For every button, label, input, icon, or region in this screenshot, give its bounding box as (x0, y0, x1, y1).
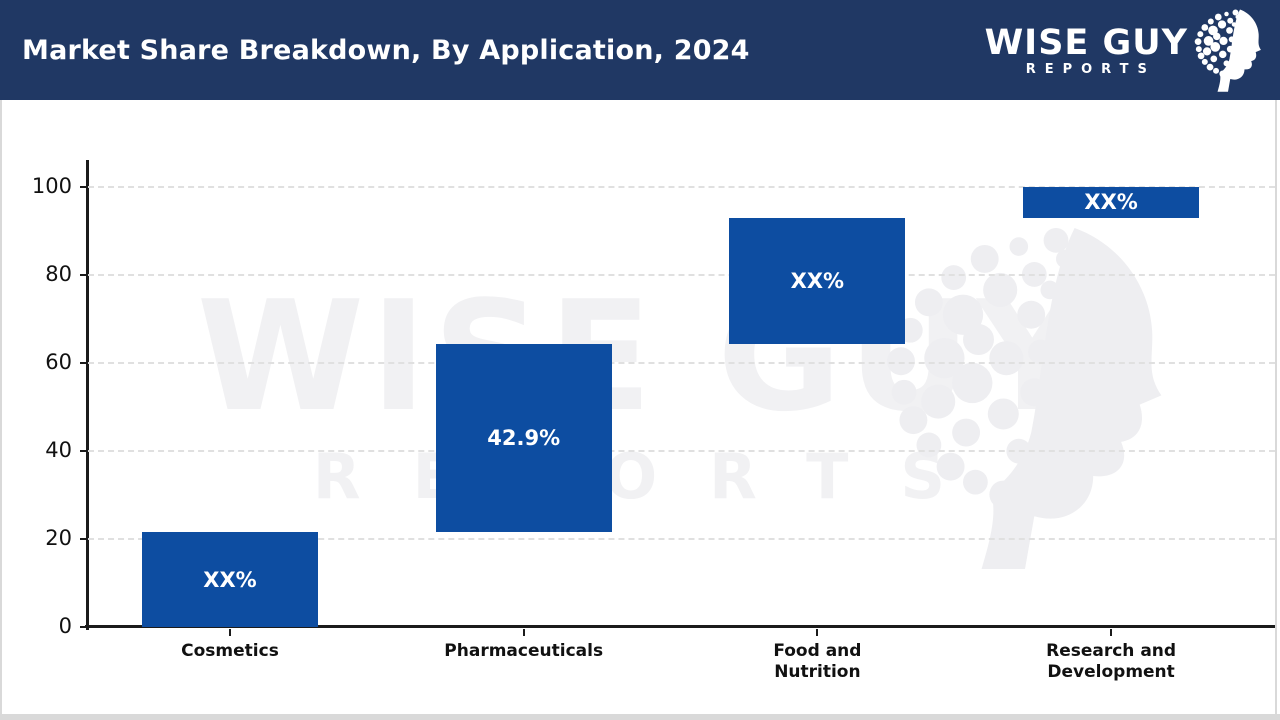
gridline-100 (88, 186, 1275, 188)
bar-value-label: XX% (790, 268, 845, 293)
bottom-edge-strip (0, 714, 1280, 720)
bar-cosmetics: XX% (142, 532, 318, 627)
brand-logo-text: WISE GUY REPORTS (985, 25, 1188, 77)
x-axis-tick (1110, 629, 1113, 636)
x-axis-tick (522, 629, 525, 636)
x-axis-category-label: Pharmaceuticals (444, 641, 604, 661)
gridline-20 (88, 538, 1275, 540)
y-axis-tick (80, 538, 88, 540)
x-axis-line (85, 625, 1275, 628)
bar-value-label: 42.9% (487, 426, 561, 450)
header-bar: Market Share Breakdown, By Application, … (0, 0, 1280, 100)
dotted-head-icon (1194, 9, 1261, 92)
y-axis-tick (80, 274, 88, 276)
y-axis-line (86, 160, 89, 630)
page-title: Market Share Breakdown, By Application, … (22, 34, 750, 66)
bar-pharmaceuticals: 42.9% (435, 343, 612, 533)
x-axis-category-label: Research and Development (1046, 641, 1177, 683)
brand-subname: REPORTS (1025, 61, 1156, 77)
x-axis-tick (229, 629, 231, 636)
brand-name: WISE GUY (984, 22, 1188, 63)
y-axis-tick-label: 60 (45, 350, 72, 374)
bar-value-label: XX% (1084, 190, 1138, 215)
bar-food-and-nutrition: XX% (729, 217, 906, 344)
gridline-40 (88, 450, 1275, 452)
x-axis-tick (816, 629, 819, 636)
y-axis-tick-label: 0 (58, 614, 72, 638)
x-axis-category-label: Cosmetics (181, 641, 279, 661)
y-axis-tick-label: 80 (45, 262, 72, 286)
gridline-60 (88, 362, 1275, 364)
bar-value-label: XX% (203, 567, 257, 592)
y-axis-tick (80, 362, 88, 364)
right-edge-border (1275, 100, 1277, 714)
y-axis-tick-label: 40 (45, 438, 72, 462)
y-axis-tick (80, 450, 88, 452)
gridline-80 (88, 274, 1275, 276)
y-axis-tick-label: 20 (45, 526, 72, 550)
y-axis-tick (80, 186, 88, 188)
waterfall-chart: 0 20 40 60 80 100 XX% Cosmetics 42.9% Pharmaceuti… (0, 100, 1280, 720)
left-edge-border (0, 100, 2, 720)
bar-research-and-development: XX% (1023, 187, 1200, 218)
brand-logo: WISE GUY REPORTS (985, 6, 1266, 96)
y-axis-tick-label: 100 (31, 174, 72, 198)
y-axis-tick (80, 626, 88, 628)
x-axis-category-label: Food and Nutrition (773, 641, 862, 683)
